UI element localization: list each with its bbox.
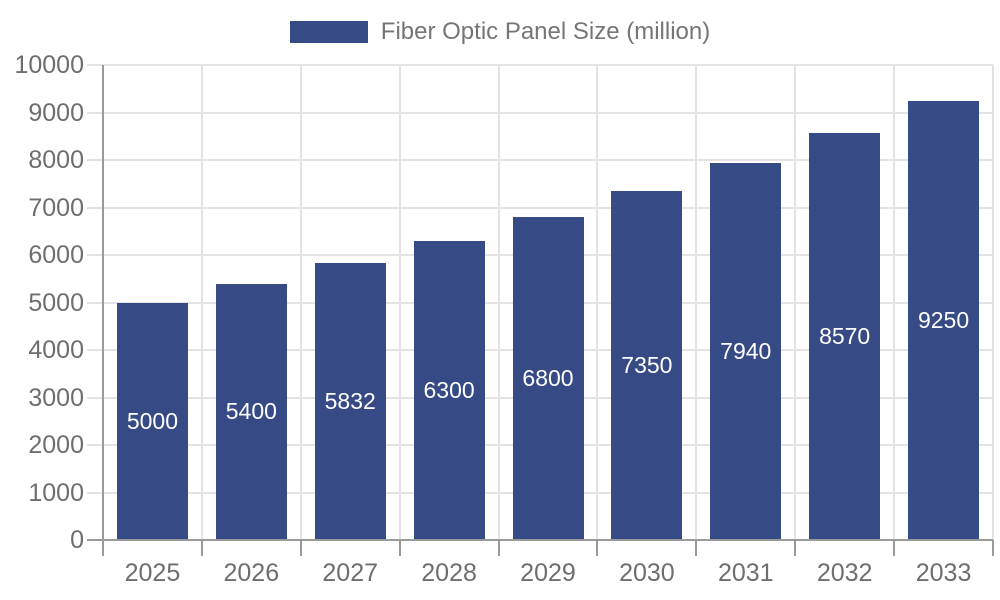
x-axis-tick-label: 2031 — [717, 559, 774, 587]
x-tick — [893, 540, 896, 556]
bar-value-label: 5832 — [324, 387, 376, 414]
bar[interactable]: 7350 — [611, 190, 683, 540]
legend-item[interactable]: Fiber Optic Panel Size (million) — [289, 18, 711, 46]
x-tick — [794, 540, 797, 556]
x-tick — [695, 540, 698, 556]
x-gridline — [497, 65, 500, 540]
bar-value-label: 5000 — [126, 407, 179, 434]
y-axis-tick-label: 5000 — [28, 288, 84, 317]
bar-value-label: 7350 — [621, 351, 673, 378]
bar[interactable]: 6800 — [512, 217, 584, 540]
bar[interactable]: 8570 — [809, 132, 881, 540]
x-axis-tick-label: 2028 — [421, 559, 477, 587]
x-axis-tick-label: 2032 — [816, 559, 873, 587]
bar-value-label: 6800 — [522, 365, 574, 391]
x-axis-tick-label: 2029 — [520, 559, 576, 587]
bar-value-label: 7940 — [720, 337, 772, 364]
legend-label: Fiber Optic Panel Size (million) — [380, 18, 711, 45]
bar[interactable]: 7940 — [710, 162, 782, 540]
x-axis-tick-label: 2027 — [322, 559, 379, 587]
y-axis-tick-label: 6000 — [28, 241, 84, 269]
y-gridline — [87, 159, 993, 161]
y-axis-tick-label: 0 — [70, 526, 84, 554]
y-axis-tick-label: 7000 — [28, 193, 84, 222]
y-axis-tick-label: 10000 — [14, 51, 84, 79]
y-gridline — [87, 111, 993, 114]
x-gridline — [299, 65, 302, 540]
y-axis-tick-label: 2000 — [28, 431, 84, 459]
legend: Fiber Optic Panel Size (million) — [0, 18, 1000, 46]
x-axis-tick-label: 2026 — [223, 559, 280, 587]
y-axis-line — [102, 65, 104, 556]
bar[interactable]: 5000 — [116, 302, 188, 540]
x-gridline — [794, 65, 797, 540]
x-tick — [398, 540, 401, 556]
x-axis-line — [87, 539, 993, 541]
x-gridline — [200, 65, 203, 540]
bar[interactable]: 9250 — [908, 100, 980, 540]
x-axis-tick-label: 2033 — [915, 559, 972, 587]
y-axis-tick-label: 4000 — [28, 336, 84, 364]
x-tick — [596, 540, 599, 556]
x-gridline — [398, 65, 401, 540]
y-gridline — [87, 64, 993, 66]
bar[interactable]: 6300 — [413, 240, 485, 540]
x-axis-tick-label: 2025 — [124, 559, 181, 587]
bar-value-label: 8570 — [819, 322, 871, 349]
bar-value-label: 9250 — [917, 306, 970, 333]
x-gridline — [992, 65, 994, 540]
bar[interactable]: 5400 — [215, 283, 287, 540]
y-axis-tick-label: 9000 — [28, 98, 84, 127]
x-gridline — [695, 65, 698, 540]
x-tick — [200, 540, 203, 556]
y-axis-tick-label: 3000 — [28, 383, 84, 412]
legend-swatch-icon — [289, 21, 368, 43]
bar-value-label: 5400 — [225, 398, 277, 425]
x-tick — [299, 540, 302, 556]
x-gridline — [893, 65, 896, 540]
y-gridline — [87, 206, 993, 209]
bar-value-label: 6300 — [423, 376, 475, 403]
x-axis-tick-label: 2030 — [619, 559, 675, 587]
x-gridline — [596, 65, 599, 540]
y-axis-tick-label: 8000 — [28, 146, 84, 174]
x-tick — [497, 540, 500, 556]
x-tick — [992, 540, 994, 556]
y-axis-tick-label: 1000 — [28, 478, 84, 507]
bar[interactable]: 5832 — [314, 262, 386, 540]
